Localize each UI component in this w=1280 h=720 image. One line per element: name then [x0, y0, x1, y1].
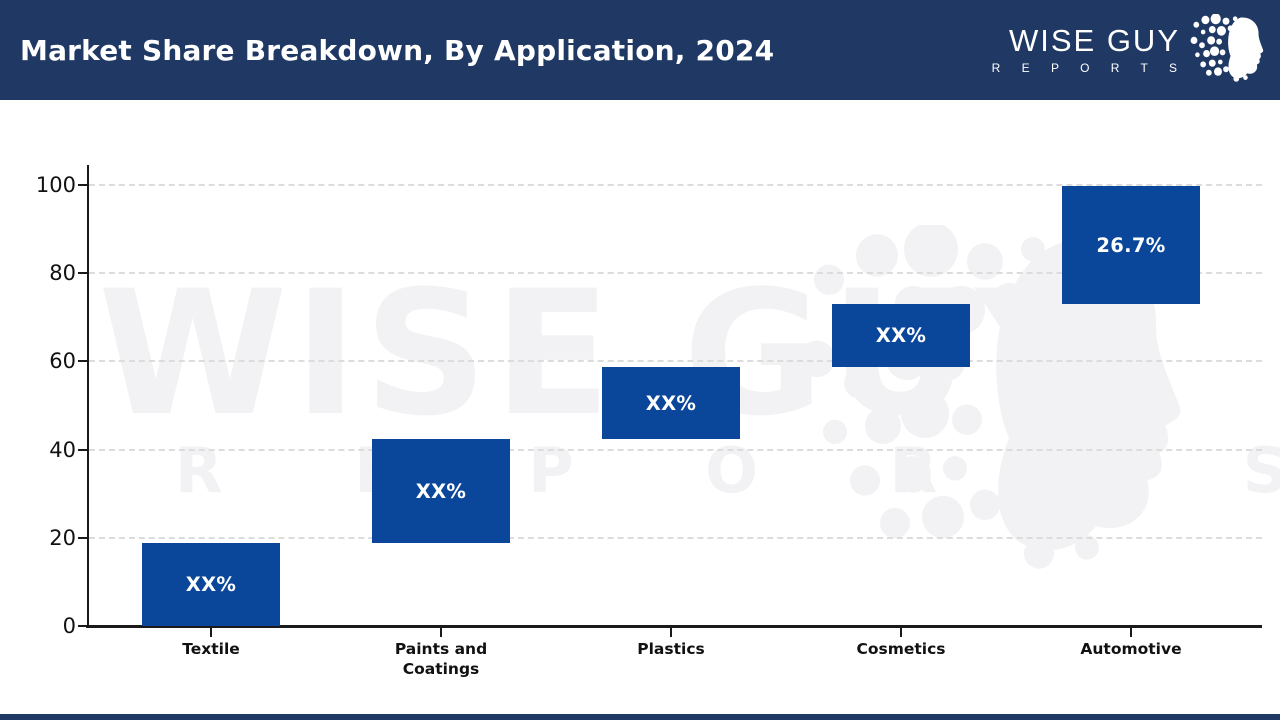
- x-category-label: Cosmetics: [856, 640, 946, 658]
- gridline: [89, 272, 1262, 275]
- dotted-face-profile-icon: [1186, 14, 1266, 86]
- header-banner: Market Share Breakdown, By Application, …: [0, 0, 1280, 100]
- y-tick-label: 40: [49, 437, 76, 462]
- bar-value-label: XX%: [185, 573, 237, 597]
- y-tick-mark: [78, 272, 87, 275]
- y-tick-mark: [78, 360, 87, 363]
- x-tick-mark: [900, 628, 902, 637]
- y-axis-line: [87, 165, 89, 627]
- gridline: [89, 536, 1262, 539]
- bar-value-label: XX%: [875, 324, 927, 348]
- brand-wordmark: WISE GUY: [1008, 23, 1180, 58]
- x-category-label: Paints and Coatings: [394, 640, 488, 679]
- y-tick-label: 0: [62, 614, 76, 638]
- x-tick-mark: [670, 628, 672, 637]
- y-tick-mark: [78, 625, 87, 627]
- bar-segment: 26.7%: [1062, 186, 1200, 305]
- x-tick-mark: [210, 628, 212, 637]
- x-tick-mark: [440, 628, 442, 637]
- gridline: [89, 360, 1262, 363]
- x-category-label: Automotive: [1080, 640, 1182, 658]
- gridline: [89, 448, 1262, 451]
- brand-logo-text: WISE GUY R E P O R T S: [992, 25, 1180, 75]
- bar-value-label: XX%: [645, 391, 697, 415]
- bar-segment: XX%: [832, 304, 970, 368]
- y-tick-label: 100: [35, 173, 76, 197]
- y-tick-mark: [78, 448, 87, 451]
- footer-bar: [0, 714, 1280, 720]
- bar-segment: XX%: [372, 439, 510, 544]
- y-tick-label: 20: [49, 525, 76, 550]
- y-tick-label: 60: [49, 349, 76, 374]
- y-tick-label: 80: [49, 261, 76, 286]
- bar-value-label: XX%: [415, 479, 467, 503]
- bar-value-label: 26.7%: [1096, 233, 1166, 257]
- bar-segment: XX%: [142, 543, 280, 626]
- x-category-label: Textile: [182, 640, 240, 658]
- gridline: [89, 184, 1262, 186]
- brand-reports-text: R E P O R T S: [991, 61, 1186, 75]
- bar-segment: XX%: [602, 367, 740, 439]
- x-tick-mark: [1130, 628, 1132, 637]
- page-title: Market Share Breakdown, By Application, …: [20, 33, 775, 67]
- x-category-label: Plastics: [637, 640, 705, 658]
- brand-logo: WISE GUY R E P O R T S: [992, 14, 1280, 86]
- y-tick-mark: [78, 536, 87, 539]
- x-axis-line: [86, 625, 1262, 628]
- y-tick-mark: [78, 184, 87, 186]
